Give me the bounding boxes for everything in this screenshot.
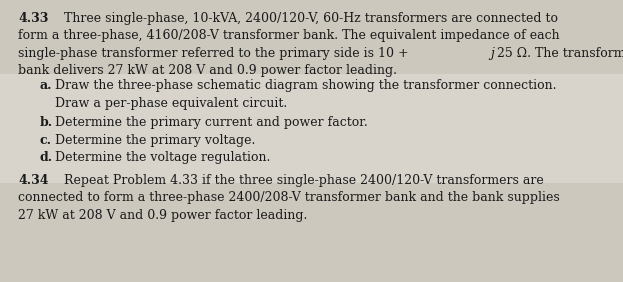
Text: 4.34: 4.34 [18, 174, 49, 187]
Text: Draw the three-phase schematic diagram showing the transformer connection.: Draw the three-phase schematic diagram s… [55, 79, 556, 92]
Text: d.: d. [40, 151, 53, 164]
Text: Draw a per-phase equivalent circuit.: Draw a per-phase equivalent circuit. [55, 97, 287, 110]
Text: a.: a. [40, 79, 52, 92]
Text: form a three-phase, 4160/208-V transformer bank. The equivalent impedance of eac: form a three-phase, 4160/208-V transform… [18, 30, 559, 43]
Text: c.: c. [40, 134, 52, 147]
Text: 27 kW at 208 V and 0.9 power factor leading.: 27 kW at 208 V and 0.9 power factor lead… [18, 209, 307, 222]
Text: 4.33: 4.33 [18, 12, 49, 25]
Text: Determine the primary current and power factor.: Determine the primary current and power … [55, 116, 368, 129]
Text: b.: b. [40, 116, 53, 129]
Text: j: j [490, 47, 494, 60]
Text: connected to form a three-phase 2400/208-V transformer bank and the bank supplie: connected to form a three-phase 2400/208… [18, 191, 559, 204]
Text: single-phase transformer referred to the primary side is 10 +: single-phase transformer referred to the… [18, 47, 412, 60]
Text: Three single-phase, 10-kVA, 2400/120-V, 60-Hz transformers are connected to: Three single-phase, 10-kVA, 2400/120-V, … [60, 12, 558, 25]
Text: bank delivers 27 kW at 208 V and 0.9 power factor leading.: bank delivers 27 kW at 208 V and 0.9 pow… [18, 65, 397, 78]
Text: Determine the primary voltage.: Determine the primary voltage. [55, 134, 255, 147]
Bar [0, 74, 623, 183]
Text: Repeat Problem 4.33 if the three single-phase 2400/120-V transformers are: Repeat Problem 4.33 if the three single-… [60, 174, 544, 187]
Text: Determine the voltage regulation.: Determine the voltage regulation. [55, 151, 270, 164]
Text: 25 Ω. The transformer: 25 Ω. The transformer [498, 47, 623, 60]
